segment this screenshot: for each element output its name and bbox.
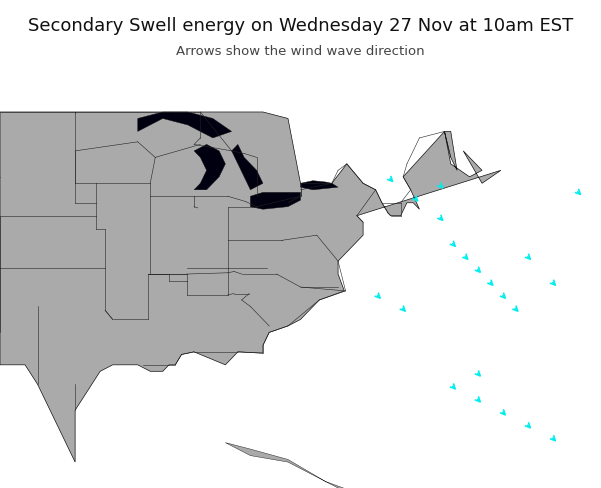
Polygon shape [138,113,231,139]
Polygon shape [194,145,225,190]
Polygon shape [225,443,350,488]
Polygon shape [300,182,338,190]
Polygon shape [251,193,300,210]
Polygon shape [231,145,263,190]
Polygon shape [0,113,501,462]
Text: Arrows show the wind wave direction: Arrows show the wind wave direction [176,45,425,58]
Text: Secondary Swell energy on Wednesday 27 Nov at 10am EST: Secondary Swell energy on Wednesday 27 N… [28,17,573,35]
